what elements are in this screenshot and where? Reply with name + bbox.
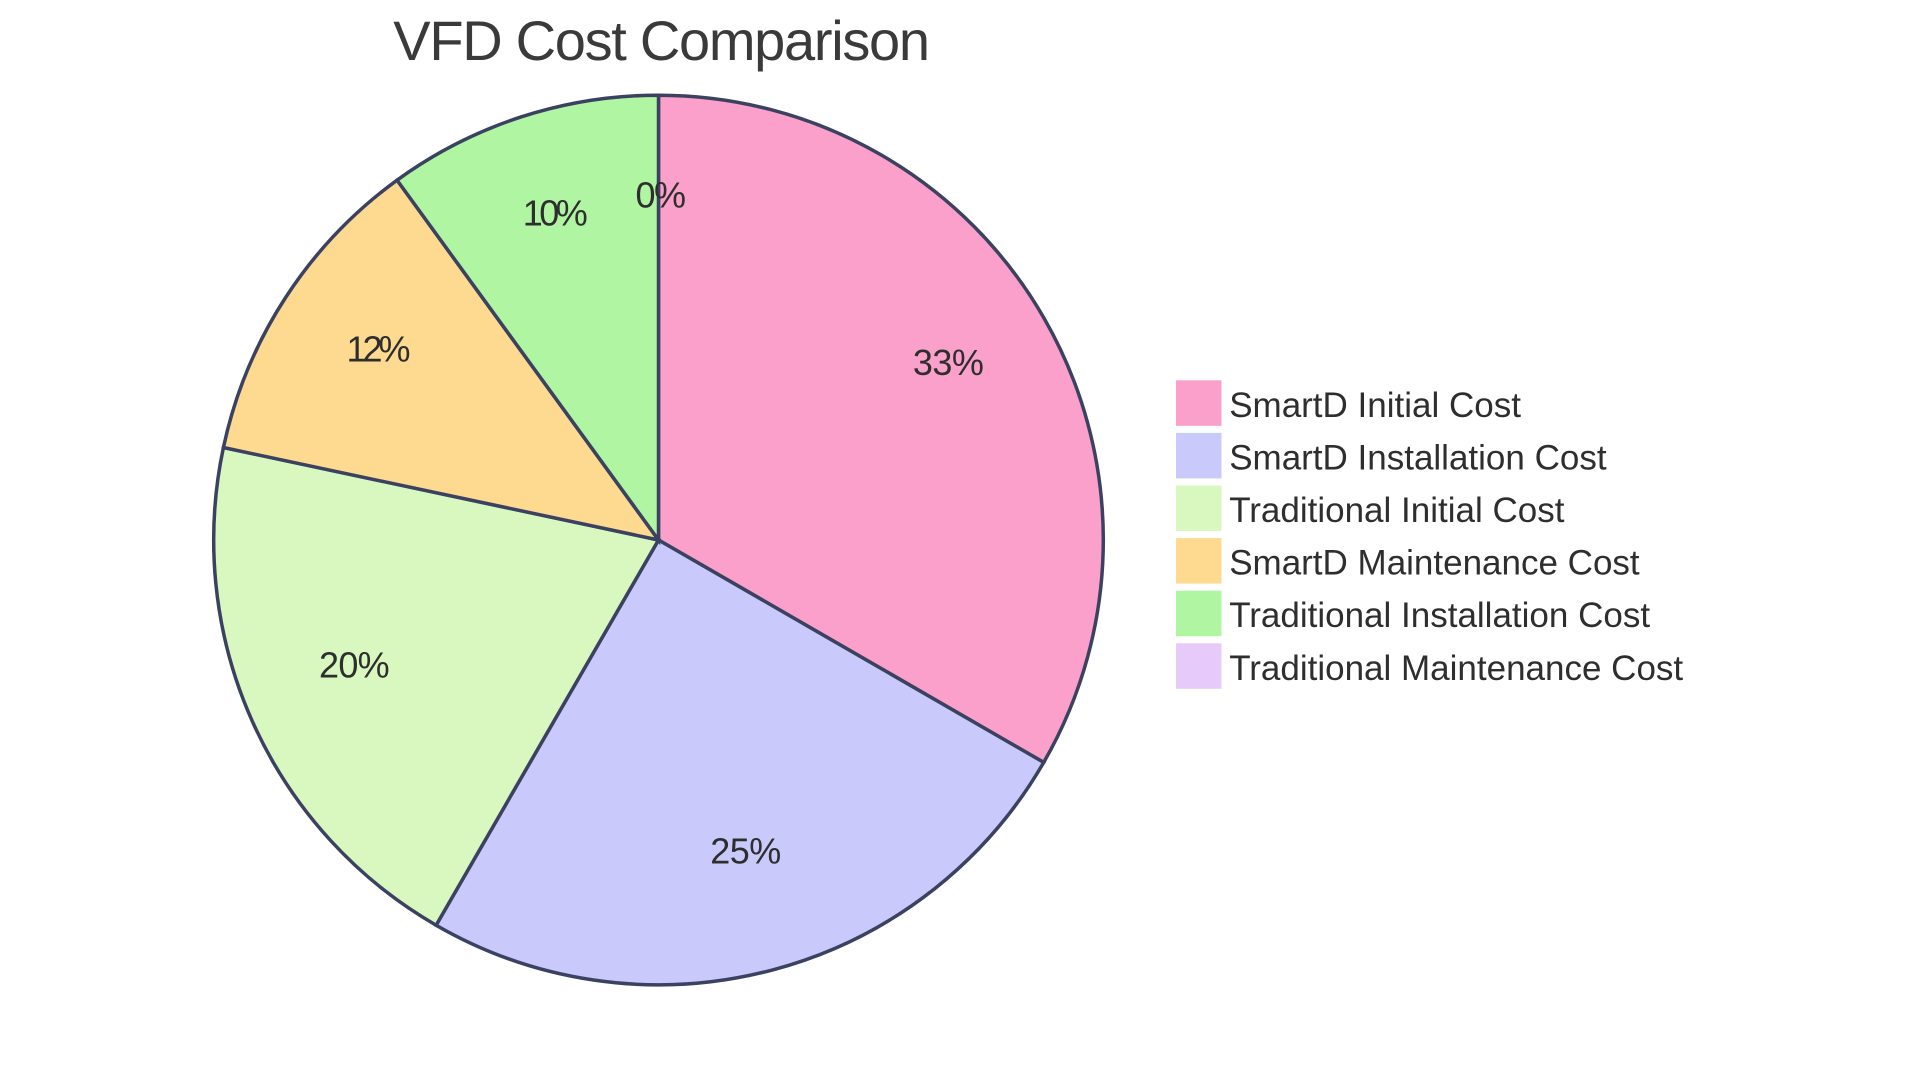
svg-text:SmartD Installation Cost: SmartD Installation Cost [1229,438,1607,477]
svg-text:10%: 10% [523,193,587,234]
svg-text:Traditional Initial Cost: Traditional Initial Cost [1229,491,1565,530]
svg-text:0%: 0% [635,175,685,216]
svg-text:Traditional Installation Cost: Traditional Installation Cost [1229,596,1650,635]
svg-text:33%: 33% [913,342,984,383]
svg-text:20%: 20% [319,645,389,686]
svg-text:12%: 12% [346,329,409,370]
svg-text:25%: 25% [710,831,781,872]
svg-text:SmartD Initial Cost: SmartD Initial Cost [1229,386,1521,425]
svg-text:VFD Cost Comparison: VFD Cost Comparison [393,9,928,72]
svg-text:SmartD Maintenance Cost: SmartD Maintenance Cost [1229,544,1640,583]
svg-text:Traditional Maintenance Cost: Traditional Maintenance Cost [1229,649,1683,688]
